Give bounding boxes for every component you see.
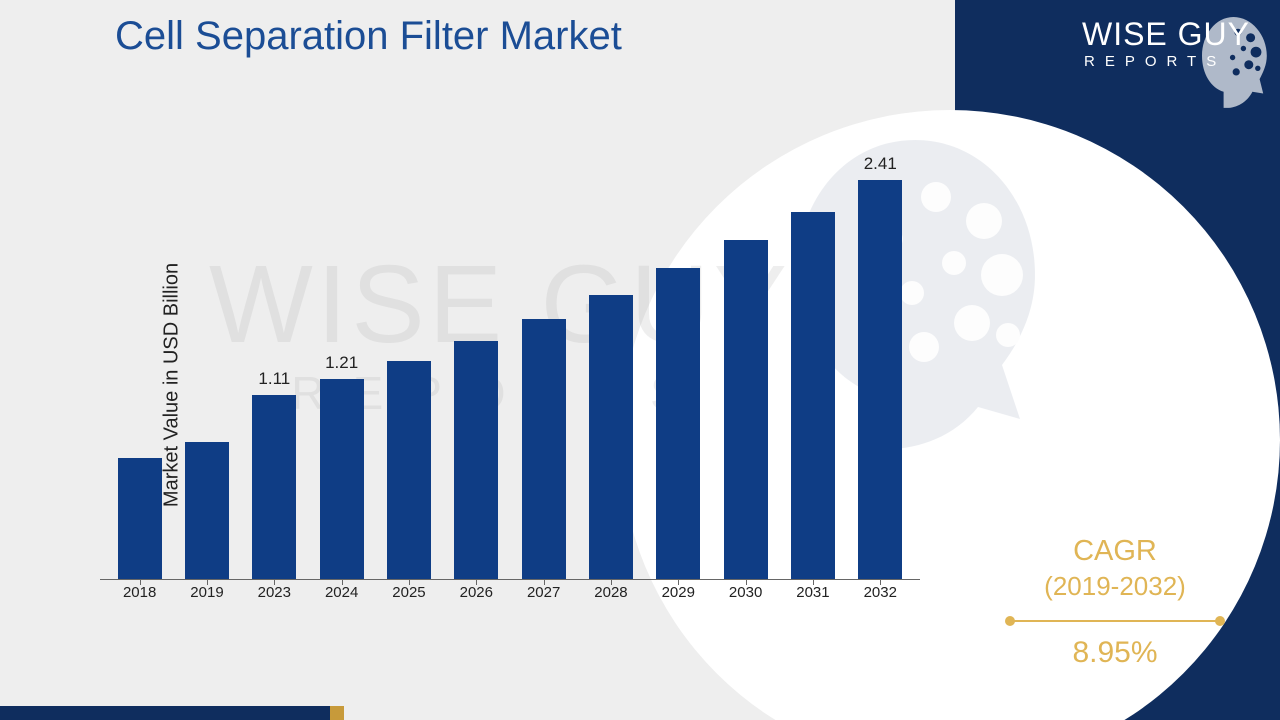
bar-group	[378, 361, 440, 579]
bar	[320, 379, 364, 579]
cagr-range: (2019-2032)	[990, 571, 1240, 602]
cagr-value: 8.95%	[990, 636, 1240, 670]
bar	[252, 395, 296, 579]
cagr-title: CAGR	[990, 535, 1240, 568]
x-axis-tick-label: 2029	[647, 584, 709, 601]
bar-value-label: 1.21	[325, 353, 358, 373]
bar-value-label: 2.41	[864, 154, 897, 174]
bar	[118, 458, 162, 579]
x-axis-tick-label: 2024	[311, 584, 373, 601]
x-axis-tick-label: 2030	[715, 584, 777, 601]
bar	[387, 361, 431, 579]
bar-value-label: 1.11	[258, 369, 290, 389]
bar-group	[513, 319, 575, 579]
x-axis-tick-label: 2032	[849, 584, 911, 601]
x-axis-tick-label: 2027	[513, 584, 575, 601]
bar-group: 1.21	[311, 379, 373, 579]
bar-group: 1.11	[243, 395, 305, 579]
cagr-block: CAGR (2019-2032) 8.95%	[990, 535, 1240, 670]
infographic-root: WISE GUY REPORTS Cell Separation Filter …	[0, 0, 1280, 720]
x-axis-tick-label: 2018	[109, 584, 171, 601]
x-axis-tick-label: 2028	[580, 584, 642, 601]
x-axis-tick-label: 2031	[782, 584, 844, 601]
brand-logo: WISE GUY REPORTS	[1082, 18, 1250, 69]
plot-area: 1.111.212.41	[100, 150, 920, 580]
x-axis-tick-label: 2025	[378, 584, 440, 601]
bar	[454, 341, 498, 579]
chart-title: Cell Separation Filter Market	[115, 14, 622, 59]
cagr-divider	[1010, 620, 1220, 622]
x-axis-tick-label: 2026	[445, 584, 507, 601]
x-axis-tick-label: 2023	[243, 584, 305, 601]
bar	[858, 180, 902, 579]
bars-container: 1.111.212.41	[100, 150, 920, 579]
bottom-navy-strip	[0, 706, 330, 720]
bar-group: 2.41	[849, 180, 911, 579]
bar	[522, 319, 566, 579]
logo-line1: WISE GUY	[1082, 18, 1250, 50]
bar-group	[647, 268, 709, 579]
bar	[656, 268, 700, 579]
bottom-gold-accent	[330, 706, 344, 720]
bar-chart: Market Value in USD Billion 1.111.212.41…	[60, 150, 920, 620]
bar	[724, 240, 768, 579]
bar	[185, 442, 229, 579]
logo-line2: REPORTS	[1082, 54, 1250, 69]
bar	[589, 295, 633, 579]
bar	[791, 212, 835, 579]
bar-group	[715, 240, 777, 579]
bar-group	[782, 212, 844, 579]
x-axis-labels: 2018 2019 2023 2024 2025 2026 2027 2028 2029 2030…	[100, 584, 920, 601]
bar-group	[109, 458, 171, 579]
bar-group	[580, 295, 642, 579]
bar-group	[445, 341, 507, 579]
x-axis-tick-label: 2019	[176, 584, 238, 601]
bar-group	[176, 442, 238, 579]
